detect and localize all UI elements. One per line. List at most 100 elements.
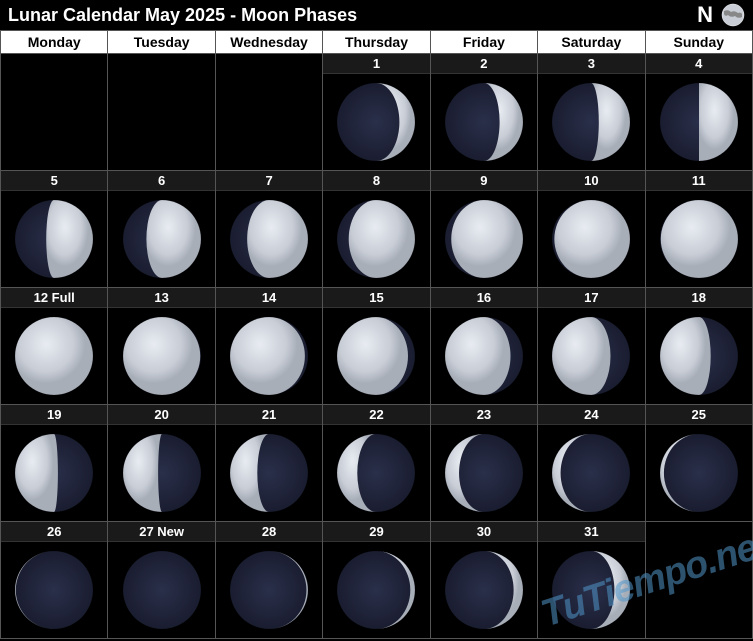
day-number-label: 16 [431, 288, 537, 308]
day-cell: 4 [646, 54, 752, 170]
day-number-label: 21 [216, 405, 322, 425]
day-cell: 5 [1, 171, 107, 287]
moon-phase-icon [337, 308, 415, 404]
day-cell: 27 New [108, 522, 214, 638]
day-number-label: 26 [1, 522, 107, 542]
day-number-label: 20 [108, 405, 214, 425]
day-number-label: 31 [538, 522, 644, 542]
hemisphere-label: N [697, 2, 713, 28]
day-cell: 8 [323, 171, 429, 287]
moon-phase-icon [230, 191, 308, 287]
day-cell [646, 522, 752, 638]
day-cell: 23 [431, 405, 537, 521]
day-number-label: 19 [1, 405, 107, 425]
day-cell: 7 [216, 171, 322, 287]
moon-phase-icon [230, 308, 308, 404]
moon-phase-icon [337, 191, 415, 287]
day-number-label: 15 [323, 288, 429, 308]
day-cell: 1 [323, 54, 429, 170]
moon-phase-icon [123, 425, 201, 521]
day-cell: 28 [216, 522, 322, 638]
day-number-label: 7 [216, 171, 322, 191]
moon-phase-icon [552, 542, 630, 638]
day-number-label: 17 [538, 288, 644, 308]
moon-phase-icon [552, 74, 630, 170]
day-number-label: 9 [431, 171, 537, 191]
day-number-label: 24 [538, 405, 644, 425]
day-number-label: 22 [323, 405, 429, 425]
moon-phase-icon [123, 542, 201, 638]
moon-phase-icon [337, 425, 415, 521]
moon-phase-icon [445, 542, 523, 638]
moon-phase-icon [445, 308, 523, 404]
day-cell: 10 [538, 171, 644, 287]
day-number-label: 28 [216, 522, 322, 542]
moon-phase-icon [445, 191, 523, 287]
moon-phase-icon [123, 191, 201, 287]
day-number-label: 18 [646, 288, 752, 308]
day-cell: 22 [323, 405, 429, 521]
day-number-label [1, 54, 107, 73]
day-cell: 21 [216, 405, 322, 521]
day-header: Saturday [538, 31, 644, 53]
day-number-label: 27 New [108, 522, 214, 542]
day-cell: 9 [431, 171, 537, 287]
calendar-grid: MondayTuesdayWednesdayThursdayFridaySatu… [0, 30, 753, 639]
day-cell: 16 [431, 288, 537, 404]
day-number-label: 30 [431, 522, 537, 542]
day-cell [216, 54, 322, 170]
day-header: Sunday [646, 31, 752, 53]
day-number-label [108, 54, 214, 73]
day-cell: 25 [646, 405, 752, 521]
moon-phase-icon [230, 425, 308, 521]
day-cell: 12 Full [1, 288, 107, 404]
day-number-label [646, 522, 752, 541]
day-cell: 17 [538, 288, 644, 404]
day-cell: 20 [108, 405, 214, 521]
moon-phase-icon [445, 74, 523, 170]
day-cell [108, 54, 214, 170]
day-cell: 31 [538, 522, 644, 638]
moon-phase-icon [15, 542, 93, 638]
moon-phase-icon [445, 425, 523, 521]
day-cell: 15 [323, 288, 429, 404]
day-header: Wednesday [216, 31, 322, 53]
day-header: Thursday [323, 31, 429, 53]
moon-phase-icon [15, 308, 93, 404]
day-number-label: 8 [323, 171, 429, 191]
day-cell: 18 [646, 288, 752, 404]
day-number-label: 6 [108, 171, 214, 191]
day-cell: 2 [431, 54, 537, 170]
day-number-label: 13 [108, 288, 214, 308]
day-cell [1, 54, 107, 170]
day-number-label: 2 [431, 54, 537, 74]
day-cell: 3 [538, 54, 644, 170]
day-cell: 13 [108, 288, 214, 404]
day-number-label: 12 Full [1, 288, 107, 308]
calendar-header: Lunar Calendar May 2025 - Moon Phases N [0, 0, 753, 30]
day-header: Tuesday [108, 31, 214, 53]
day-cell: 29 [323, 522, 429, 638]
day-number-label: 3 [538, 54, 644, 74]
moon-phase-icon [660, 308, 738, 404]
moon-phase-icon [660, 191, 738, 287]
day-number-label [216, 54, 322, 73]
moon-phase-icon [552, 191, 630, 287]
calendar-title: Lunar Calendar May 2025 - Moon Phases [8, 5, 357, 26]
day-number-label: 4 [646, 54, 752, 74]
day-cell: 26 [1, 522, 107, 638]
moon-phase-icon [15, 191, 93, 287]
moon-phase-icon [15, 425, 93, 521]
moon-phase-icon [660, 425, 738, 521]
day-cell: 14 [216, 288, 322, 404]
globe-icon [721, 3, 745, 27]
day-cell: 11 [646, 171, 752, 287]
day-cell: 19 [1, 405, 107, 521]
day-number-label: 5 [1, 171, 107, 191]
moon-phase-icon [230, 542, 308, 638]
moon-phase-icon [552, 425, 630, 521]
day-number-label: 14 [216, 288, 322, 308]
day-cell: 30 [431, 522, 537, 638]
day-number-label: 25 [646, 405, 752, 425]
moon-phase-icon [337, 542, 415, 638]
